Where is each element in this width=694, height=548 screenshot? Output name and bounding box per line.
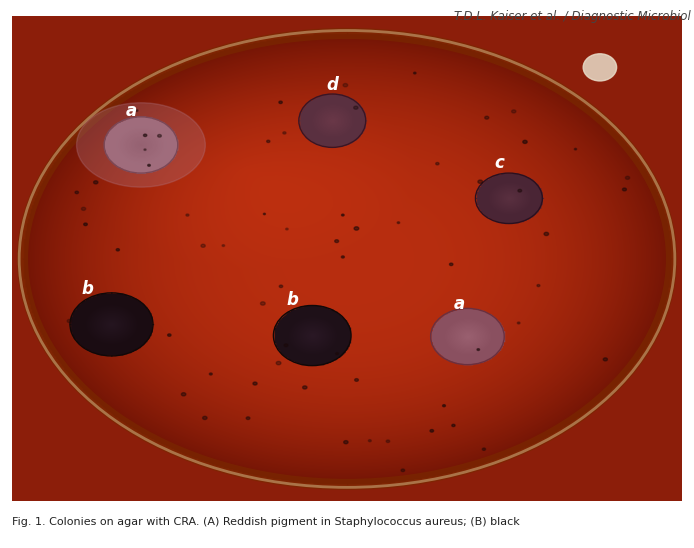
Ellipse shape (266, 140, 270, 142)
Ellipse shape (168, 334, 171, 336)
Ellipse shape (264, 213, 265, 215)
Ellipse shape (575, 149, 577, 150)
Ellipse shape (148, 164, 151, 166)
Text: Fig. 1. Colonies on agar with CRA. (A) Reddish pigment in Staphylococcus aureus;: Fig. 1. Colonies on agar with CRA. (A) R… (12, 517, 520, 527)
Ellipse shape (482, 448, 486, 450)
Ellipse shape (544, 232, 549, 236)
Ellipse shape (222, 244, 225, 247)
Ellipse shape (144, 149, 146, 151)
Ellipse shape (210, 373, 212, 375)
Ellipse shape (276, 361, 281, 365)
Ellipse shape (76, 103, 205, 187)
Ellipse shape (450, 263, 453, 266)
Ellipse shape (344, 441, 348, 444)
Ellipse shape (144, 134, 147, 136)
Ellipse shape (283, 132, 286, 134)
Ellipse shape (583, 54, 616, 81)
Ellipse shape (452, 424, 455, 427)
Ellipse shape (623, 188, 627, 191)
Ellipse shape (335, 239, 339, 243)
Ellipse shape (135, 110, 138, 111)
Text: T.D.L. Kaiser et al. / Diagnostic Microbiol: T.D.L. Kaiser et al. / Diagnostic Microb… (454, 10, 691, 23)
Ellipse shape (303, 386, 307, 389)
Ellipse shape (116, 249, 119, 251)
Ellipse shape (75, 191, 78, 193)
Ellipse shape (484, 116, 489, 119)
Ellipse shape (397, 222, 400, 224)
Ellipse shape (279, 285, 282, 288)
Ellipse shape (477, 349, 480, 351)
Ellipse shape (84, 223, 87, 226)
Ellipse shape (260, 302, 265, 305)
Ellipse shape (517, 322, 520, 324)
Ellipse shape (341, 256, 344, 258)
Text: b: b (286, 291, 298, 309)
Ellipse shape (94, 181, 98, 184)
Ellipse shape (201, 244, 205, 247)
Ellipse shape (203, 416, 207, 420)
Ellipse shape (81, 207, 85, 210)
Ellipse shape (511, 110, 516, 113)
Text: d: d (326, 76, 338, 94)
Ellipse shape (523, 140, 527, 144)
Ellipse shape (603, 358, 607, 361)
Ellipse shape (186, 214, 189, 216)
Ellipse shape (369, 439, 371, 442)
Ellipse shape (181, 393, 186, 396)
Ellipse shape (341, 214, 344, 216)
Ellipse shape (401, 469, 405, 472)
Text: b: b (81, 280, 94, 298)
Ellipse shape (253, 382, 257, 385)
Text: c: c (495, 154, 505, 172)
Ellipse shape (430, 430, 434, 432)
Ellipse shape (284, 344, 288, 347)
Ellipse shape (67, 319, 71, 323)
Ellipse shape (158, 134, 162, 137)
Text: a: a (454, 294, 465, 312)
Ellipse shape (246, 417, 250, 420)
Ellipse shape (354, 106, 358, 109)
Ellipse shape (336, 352, 339, 355)
Ellipse shape (354, 227, 359, 230)
Ellipse shape (537, 284, 540, 287)
Ellipse shape (478, 180, 482, 184)
Ellipse shape (625, 176, 629, 179)
Ellipse shape (355, 379, 358, 381)
Ellipse shape (343, 83, 348, 87)
Ellipse shape (518, 190, 522, 192)
Ellipse shape (279, 101, 282, 104)
Ellipse shape (386, 440, 389, 442)
Text: a: a (126, 102, 137, 120)
Ellipse shape (443, 404, 446, 407)
Ellipse shape (436, 162, 439, 165)
Ellipse shape (286, 228, 288, 230)
Ellipse shape (414, 72, 416, 74)
